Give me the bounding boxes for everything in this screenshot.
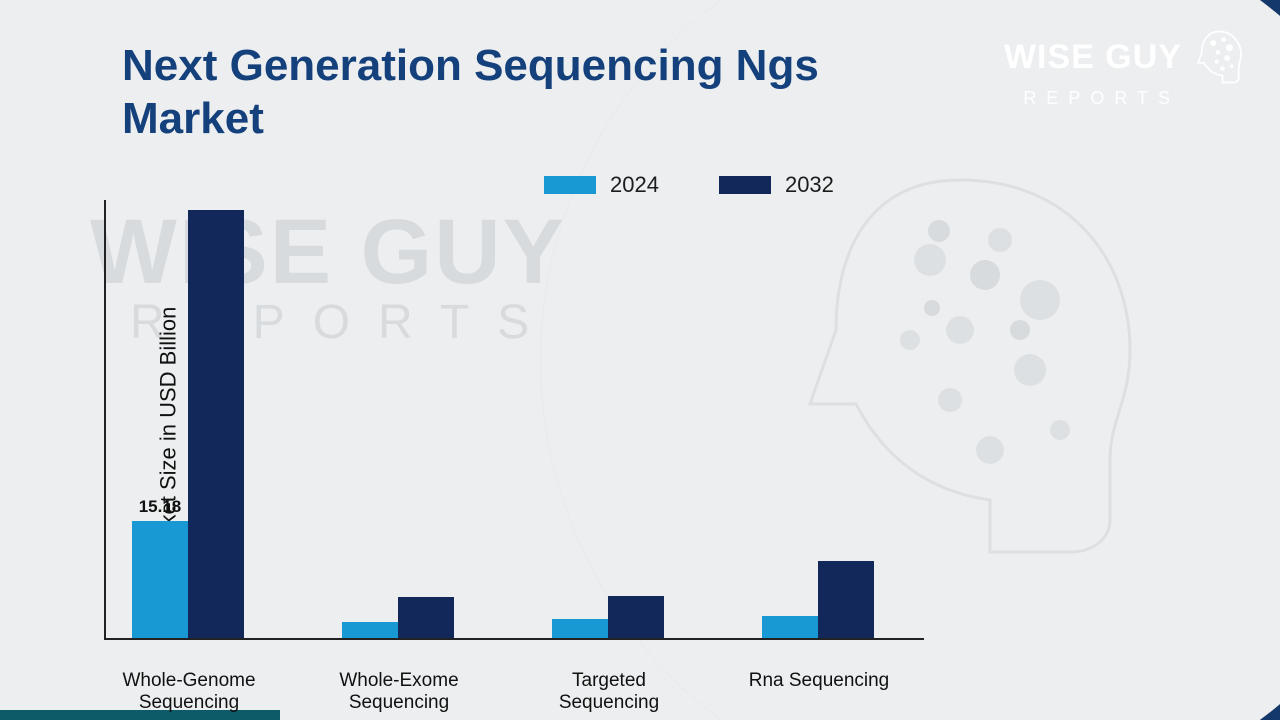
x-axis-label: Rna Sequencing <box>734 670 904 692</box>
brand-logo-text: WISE GUY <box>1004 38 1182 77</box>
bar-2024 <box>762 616 818 638</box>
x-axis-label: Whole-Exome Sequencing <box>314 670 484 714</box>
bar-2024 <box>342 622 398 638</box>
chart-legend: 2024 2032 <box>544 172 834 198</box>
legend-swatch-2032 <box>719 176 771 194</box>
category-group <box>316 198 486 638</box>
brand-logo: WISE GUY REPORTS <box>988 28 1248 109</box>
x-axis-labels: Whole-Genome Sequencing Whole-Exome Seque… <box>104 670 924 720</box>
bar-2032 <box>398 597 454 638</box>
category-group: 15.18 <box>106 198 276 638</box>
legend-item-2032: 2032 <box>719 172 834 198</box>
bar-value-label: 15.18 <box>132 497 188 517</box>
bar-2024 <box>552 619 608 638</box>
legend-item-2024: 2024 <box>544 172 659 198</box>
chart: Market Size in USD Billion 2024 2032 15.… <box>104 200 924 670</box>
legend-swatch-2024 <box>544 176 596 194</box>
legend-label-2032: 2032 <box>785 172 834 198</box>
category-group <box>736 198 906 638</box>
bar-2024 <box>132 521 188 638</box>
bar-2032 <box>818 561 874 638</box>
category-group <box>526 198 696 638</box>
x-axis-label: Targeted Sequencing <box>524 670 694 714</box>
brand-logo-sub: REPORTS <box>988 88 1248 109</box>
brand-logo-top: WISE GUY <box>988 28 1248 86</box>
x-axis-label: Whole-Genome Sequencing <box>104 670 274 714</box>
page-title: Next Generation Sequencing Ngs Market <box>122 40 842 146</box>
bar-2032 <box>188 210 244 638</box>
legend-label-2024: 2024 <box>610 172 659 198</box>
brand-head-icon <box>1190 28 1248 86</box>
bar-2032 <box>608 596 664 638</box>
plot-area: 15.18 <box>104 200 924 640</box>
